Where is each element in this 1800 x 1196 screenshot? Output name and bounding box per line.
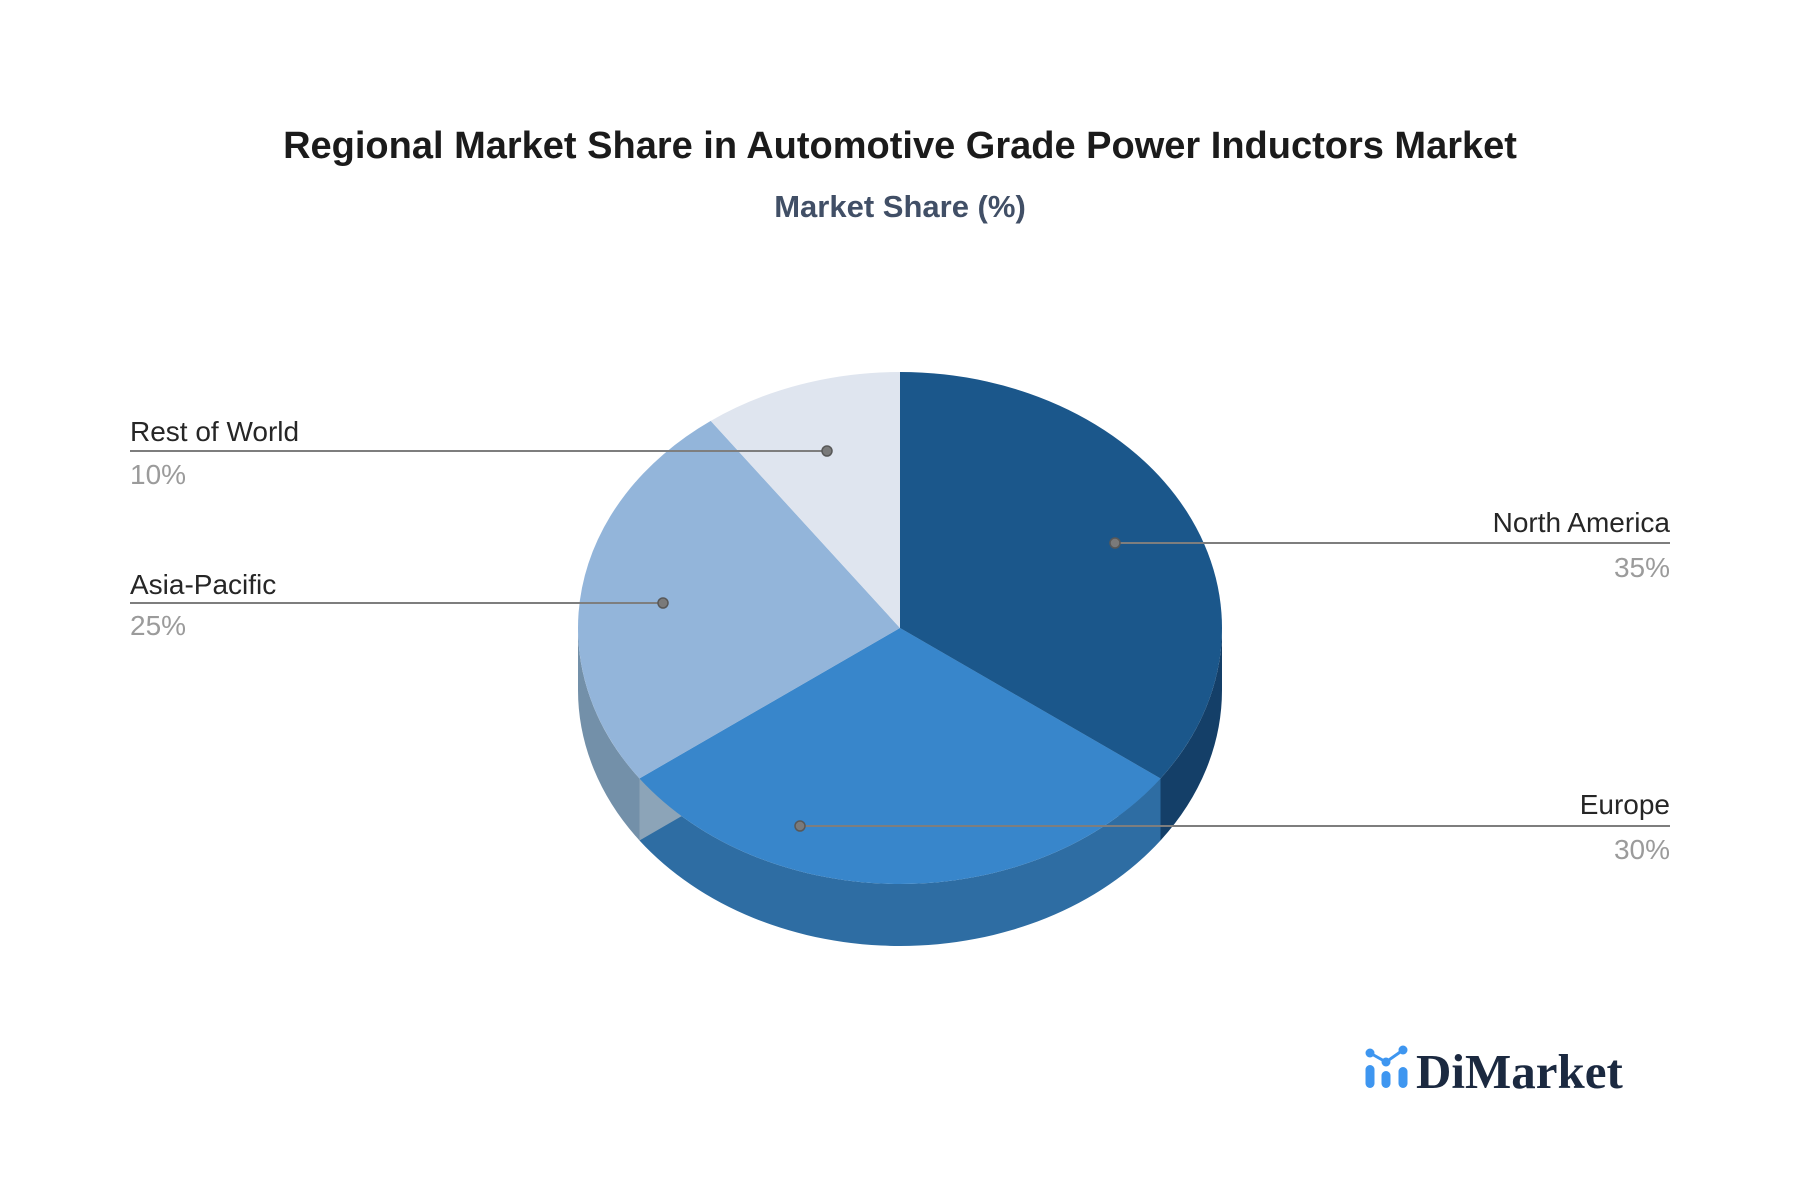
segment-value-asia-pacific: 25% (130, 610, 187, 641)
pie-slice-europe (639, 628, 1161, 884)
dimarket-logo-text: DiMarket (1416, 1044, 1623, 1099)
segment-label-rest-of-world: Rest of World (130, 416, 300, 447)
dimarket-logo: DiMarket (1362, 1042, 1642, 1102)
leader-dot-north-america (1109, 537, 1121, 549)
pie-slice-north-america (900, 372, 1222, 779)
chart-title: Regional Market Share in Automotive Grad… (283, 125, 1517, 167)
pie-side-north-america (1160, 628, 1222, 841)
pie-slice-rest-of-world (710, 372, 900, 628)
segment-label-north-america: North America (1492, 507, 1670, 538)
segment-label-asia-pacific: Asia-Pacific (130, 569, 277, 600)
segment-value-north-america: 35% (1613, 552, 1670, 583)
segment-value-europe: 30% (1613, 834, 1670, 865)
segment-label-europe: Europe (1579, 789, 1670, 820)
pie-side-europe (639, 778, 1161, 947)
pie-slice-asia-pacific (578, 420, 900, 779)
leader-dot-europe (794, 820, 806, 832)
chart-subtitle: Market Share (%) (774, 189, 1026, 224)
segment-value-rest-of-world: 10% (130, 459, 187, 490)
pie-side-asia-pacific (578, 628, 640, 841)
bar-line-chart-icon (1365, 1045, 1408, 1088)
leader-dot-rest-of-world (821, 445, 833, 457)
leader-dot-asia-pacific (657, 597, 669, 609)
